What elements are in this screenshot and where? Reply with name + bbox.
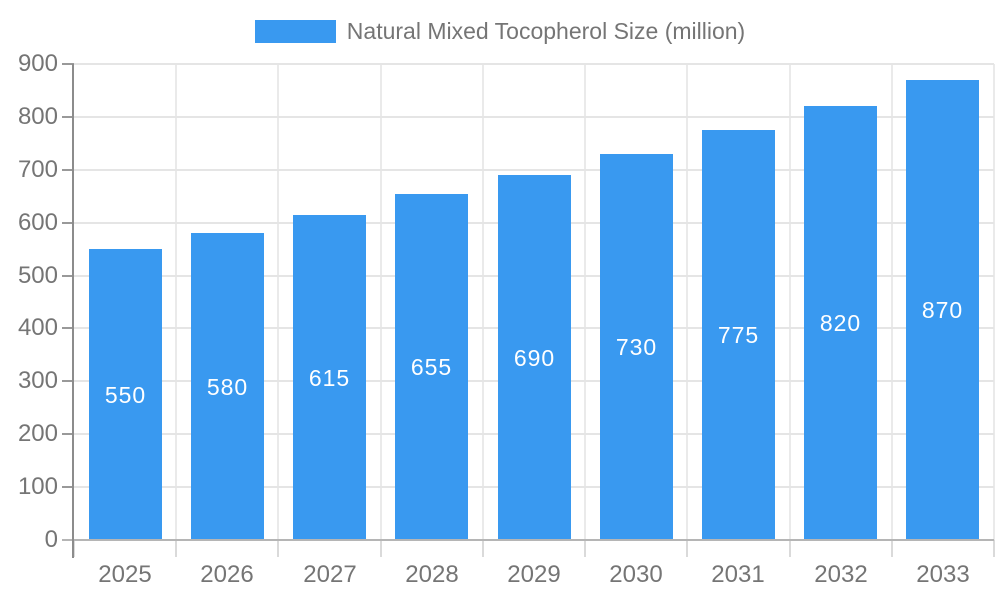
y-tick-label: 400 [17,314,58,341]
bar: 820 [804,106,877,540]
bar-value-label: 730 [615,334,658,360]
vertical-gridline [686,64,688,540]
bar: 775 [702,130,775,540]
y-axis-tick [62,486,74,488]
bar: 615 [293,215,366,540]
y-axis-line [72,64,74,558]
x-axis-tick [891,540,893,557]
horizontal-gridline [74,63,994,65]
x-axis-tick [789,540,791,557]
vertical-gridline [891,64,893,540]
y-axis-tick [62,433,74,435]
x-tick-label: 2033 [916,561,970,588]
x-tick-label: 2028 [405,561,459,588]
x-axis-tick [277,540,279,557]
y-axis-tick [62,275,74,277]
bar-value-label: 870 [921,297,964,323]
vertical-gridline [380,64,382,540]
bar-value-label: 615 [308,364,351,391]
y-axis-tick [62,222,74,224]
y-axis-tick [62,380,74,382]
y-tick-label: 100 [17,473,58,500]
x-tick-label: 2030 [609,561,663,588]
bar-value-label: 550 [104,381,147,408]
legend-label: Natural Mixed Tocopherol Size (million) [346,18,746,44]
legend-swatch-icon [254,20,336,43]
bar-value-label: 820 [819,310,862,336]
y-tick-label: 900 [17,50,58,77]
plot-area: 550 580 615 655 690 730 775 820 870 [74,63,995,540]
x-axis-tick [993,540,995,557]
vertical-gridline [789,64,791,540]
y-tick-label: 500 [17,262,58,289]
y-axis-tick [62,169,74,171]
legend[interactable]: Natural Mixed Tocopherol Size (million) [0,20,1000,43]
bar: 655 [395,194,468,540]
x-axis-tick [482,540,484,557]
bar: 690 [498,175,571,540]
y-tick-label: 200 [17,420,58,447]
bar-value-label: 580 [206,373,249,400]
horizontal-gridline [74,116,994,118]
bar-value-label: 775 [717,322,760,348]
y-axis-tick [62,63,74,65]
bar-value-label: 655 [410,354,453,380]
x-axis-tick [380,540,382,557]
y-tick-label: 300 [17,367,58,394]
y-tick-label: 800 [17,103,58,130]
x-axis-line [62,539,994,541]
x-axis-tick [584,540,586,557]
x-tick-label: 2032 [814,561,868,588]
y-tick-label: 0 [44,526,58,553]
bar: 730 [600,154,673,540]
vertical-gridline [482,64,484,540]
x-tick-label: 2026 [200,561,254,588]
vertical-gridline [175,64,177,540]
bar: 550 [89,249,162,540]
horizontal-gridline [74,169,994,171]
y-tick-label: 600 [17,209,58,236]
y-axis-tick [62,116,74,118]
bar: 870 [906,80,979,540]
x-axis-tick [175,540,177,557]
bar-value-label: 690 [513,344,556,371]
x-tick-label: 2025 [98,561,152,588]
x-axis-tick [686,540,688,557]
y-tick-label: 700 [17,156,58,183]
x-axis-tick [73,540,75,557]
vertical-gridline [584,64,586,540]
vertical-gridline [993,64,995,540]
x-tick-label: 2027 [303,561,357,588]
y-axis-tick [62,327,74,329]
vertical-gridline [277,64,279,540]
x-tick-label: 2029 [507,561,561,588]
x-tick-label: 2031 [711,561,765,588]
bar: 580 [191,233,264,540]
